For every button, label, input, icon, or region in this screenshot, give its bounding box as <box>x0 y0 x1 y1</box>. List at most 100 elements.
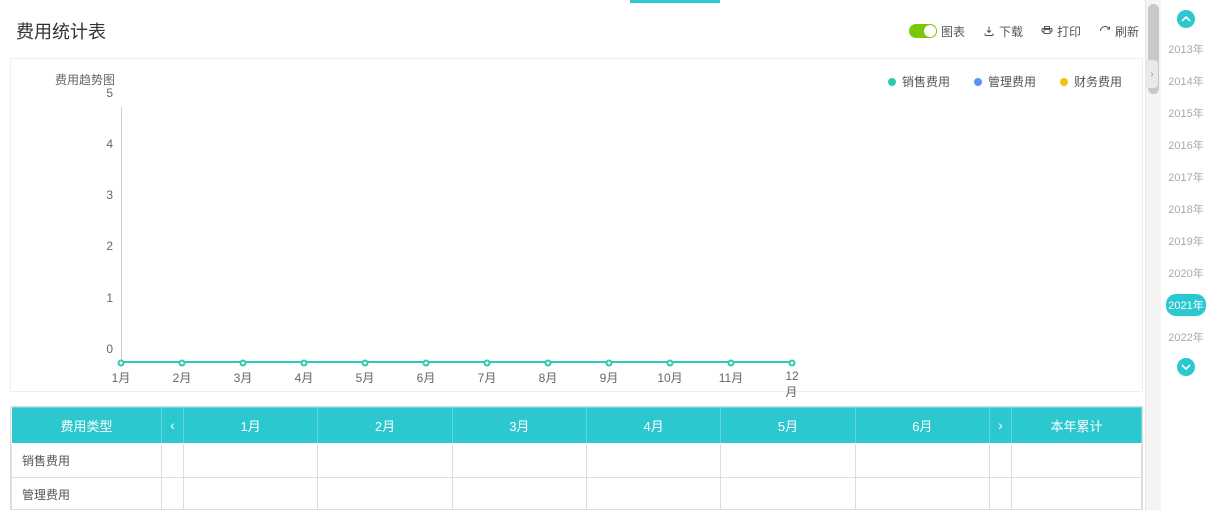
y-tick-label: 1 <box>106 291 113 305</box>
table-header-row: 费用类型‹1月2月3月4月5月6月›本年累计 <box>12 407 1142 443</box>
legend-color-icon <box>888 78 896 86</box>
series-point[interactable] <box>667 359 674 366</box>
year-option[interactable]: 2017年 <box>1166 166 1206 188</box>
x-tick-label: 12月 <box>785 369 798 400</box>
cell-value <box>184 477 318 510</box>
series-point[interactable] <box>118 359 125 366</box>
cell-value <box>452 477 586 510</box>
year-option[interactable]: 2014年 <box>1166 70 1206 92</box>
download-button[interactable]: 下载 <box>983 23 1023 40</box>
cell-value <box>721 443 855 477</box>
year-option[interactable]: 2013年 <box>1166 38 1206 60</box>
year-rail: 2013年 2014年 2015年 2016年 2017年 2018年 2019年 2020年… <box>1161 0 1211 510</box>
series-point[interactable] <box>545 359 552 366</box>
col-month: 6月 <box>855 407 989 443</box>
print-button[interactable]: 打印 <box>1041 23 1081 40</box>
legend-color-icon <box>974 78 982 86</box>
series-point[interactable] <box>362 359 369 366</box>
chart-legend: 销售费用 管理费用 财务费用 <box>888 73 1122 90</box>
refresh-icon <box>1099 25 1111 37</box>
cell-total <box>1012 443 1142 477</box>
cell-value <box>318 477 452 510</box>
series-point[interactable] <box>179 359 186 366</box>
y-axis <box>121 107 122 363</box>
page-header: 费用统计表 图表 下载 打印 刷新 <box>10 10 1145 58</box>
series-line <box>121 361 792 363</box>
cell-spacer <box>990 443 1012 477</box>
x-tick-label: 4月 <box>295 369 314 386</box>
series-point[interactable] <box>484 359 491 366</box>
x-tick-label: 5月 <box>356 369 375 386</box>
active-tab-indicator <box>630 0 720 3</box>
page-title: 费用统计表 <box>16 18 106 44</box>
col-month: 4月 <box>586 407 720 443</box>
download-label: 下载 <box>999 23 1023 40</box>
col-type: 费用类型 <box>12 407 162 443</box>
x-tick-label: 8月 <box>539 369 558 386</box>
year-option[interactable]: 2016年 <box>1166 134 1206 156</box>
series-point[interactable] <box>240 359 247 366</box>
legend-label: 财务费用 <box>1074 73 1122 90</box>
toggle-switch-icon <box>909 24 937 38</box>
legend-item[interactable]: 管理费用 <box>974 73 1036 90</box>
chart-toggle-label: 图表 <box>941 23 965 40</box>
cell-value <box>586 443 720 477</box>
legend-color-icon <box>1060 78 1068 86</box>
legend-label: 管理费用 <box>988 73 1036 90</box>
cell-value <box>855 477 989 510</box>
series-point[interactable] <box>301 359 308 366</box>
year-rail-down-button[interactable] <box>1177 358 1195 376</box>
year-option[interactable]: 2020年 <box>1166 262 1206 284</box>
legend-item[interactable]: 销售费用 <box>888 73 950 90</box>
vertical-scrollbar[interactable]: › <box>1145 0 1161 510</box>
series-point[interactable] <box>728 359 735 366</box>
y-tick-label: 0 <box>106 342 113 356</box>
x-tick-label: 1月 <box>112 369 131 386</box>
chart-plot-area: 0123451月2月3月4月5月6月7月8月9月10月11月12月 <box>121 107 792 363</box>
col-month: 2月 <box>318 407 452 443</box>
cell-value <box>855 443 989 477</box>
year-option[interactable]: 2018年 <box>1166 198 1206 220</box>
print-icon <box>1041 25 1053 37</box>
series-point[interactable] <box>423 359 430 366</box>
refresh-button[interactable]: 刷新 <box>1099 23 1139 40</box>
y-tick-label: 2 <box>106 239 113 253</box>
table-next-button[interactable]: › <box>990 407 1012 443</box>
chevron-up-icon <box>1181 14 1191 24</box>
cell-spacer <box>990 477 1012 510</box>
col-month: 3月 <box>452 407 586 443</box>
col-month: 5月 <box>721 407 855 443</box>
chart-card: 费用趋势图 销售费用管理费用财务费用 0123451月2月3月4月5月6月7月8… <box>10 58 1143 392</box>
year-option[interactable]: 2019年 <box>1166 230 1206 252</box>
cell-spacer <box>162 443 184 477</box>
legend-label: 销售费用 <box>902 73 950 90</box>
col-total: 本年累计 <box>1012 407 1142 443</box>
series-point[interactable] <box>789 359 796 366</box>
row-label: 管理费用 <box>12 477 162 510</box>
cell-value <box>318 443 452 477</box>
x-tick-label: 6月 <box>417 369 436 386</box>
download-icon <box>983 25 995 37</box>
year-option[interactable]: 2022年 <box>1166 326 1206 348</box>
year-option[interactable]: 2015年 <box>1166 102 1206 124</box>
x-tick-label: 2月 <box>173 369 192 386</box>
chart-toggle[interactable]: 图表 <box>909 23 965 40</box>
refresh-label: 刷新 <box>1115 23 1139 40</box>
table-row: 销售费用 <box>12 443 1142 477</box>
y-tick-label: 4 <box>106 137 113 151</box>
year-rail-up-button[interactable] <box>1177 10 1195 28</box>
cell-spacer <box>162 477 184 510</box>
legend-item[interactable]: 财务费用 <box>1060 73 1122 90</box>
y-tick-label: 3 <box>106 188 113 202</box>
series-point[interactable] <box>606 359 613 366</box>
chevron-down-icon <box>1181 362 1191 372</box>
table-prev-button[interactable]: ‹ <box>162 407 184 443</box>
cell-value <box>184 443 318 477</box>
year-option[interactable]: 2021年 <box>1166 294 1206 316</box>
row-label: 销售费用 <box>12 443 162 477</box>
cell-value <box>721 477 855 510</box>
collapse-handle-icon[interactable]: › <box>1146 60 1158 88</box>
col-month: 1月 <box>184 407 318 443</box>
print-label: 打印 <box>1057 23 1081 40</box>
y-tick-label: 5 <box>106 86 113 100</box>
